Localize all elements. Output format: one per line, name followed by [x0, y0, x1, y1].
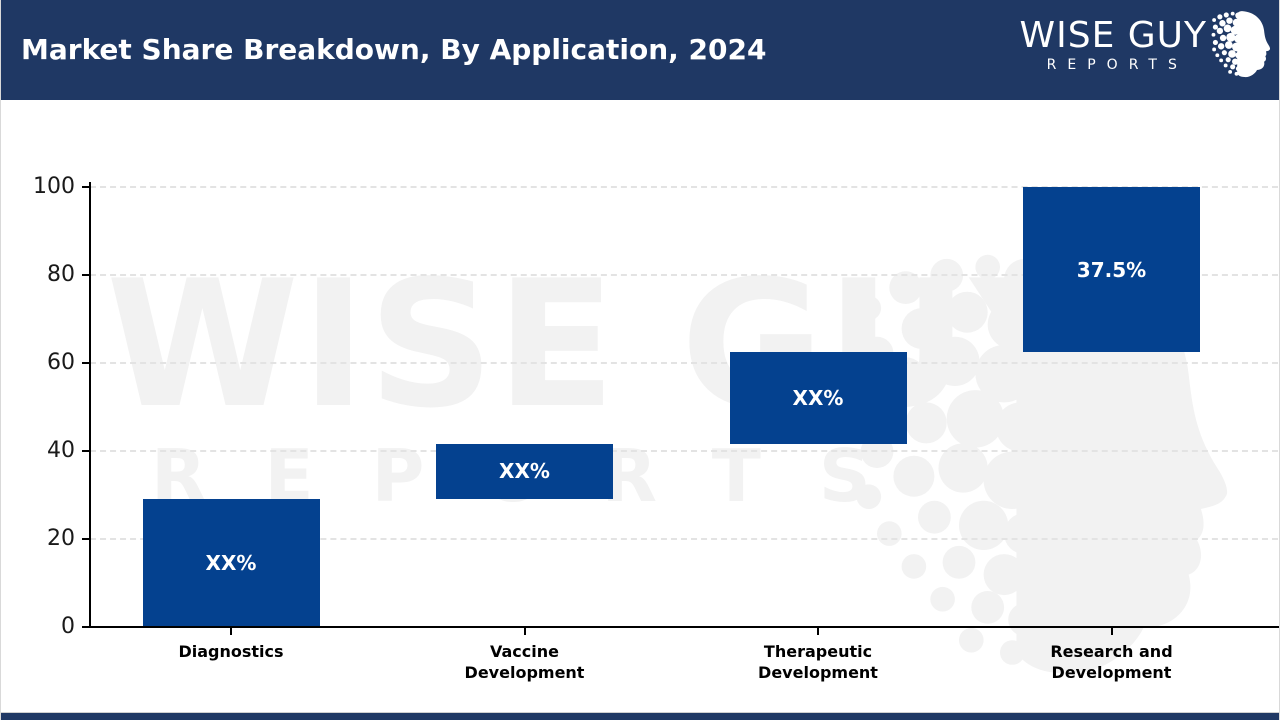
x-tick-mark [523, 628, 526, 635]
bar: XX% [436, 443, 613, 499]
dotted-face-profile-icon [1211, 11, 1271, 78]
bar-value-label: XX% [499, 459, 550, 484]
x-tick-mark [1110, 628, 1113, 635]
x-category-label: Research and Development [1050, 642, 1173, 682]
bar-value-label: 37.5% [1076, 257, 1147, 282]
x-tick-mark [230, 628, 232, 635]
y-tick-label: 100 [33, 174, 75, 199]
brand-subtitle: REPORTS [1046, 56, 1188, 73]
y-tick-label: 0 [61, 614, 75, 639]
grid-line [90, 538, 1278, 540]
x-tick-mark [817, 628, 819, 635]
y-tick-mark [82, 450, 90, 452]
grid-line [90, 450, 1278, 452]
brand-name: WISE GUY [1019, 15, 1207, 57]
grid-line [90, 274, 1278, 276]
x-category-label: Diagnostics [178, 642, 284, 661]
x-category-label: Vaccine Development [464, 642, 585, 682]
bar: XX% [142, 498, 320, 627]
footer-bar [1, 713, 1279, 720]
y-tick-label: 20 [47, 526, 75, 551]
y-tick-label: 60 [47, 350, 75, 375]
bar: XX% [729, 352, 907, 444]
y-tick-label: 80 [47, 262, 75, 287]
x-axis-line [89, 626, 1279, 628]
grid-line [90, 186, 1278, 188]
bar-value-label: XX% [792, 385, 844, 410]
bottom-hairline [1, 712, 1279, 713]
y-tick-mark [82, 186, 90, 188]
y-tick-label: 40 [47, 438, 75, 463]
brand-wordmark: WISE GUY REPORTS [1020, 17, 1208, 73]
y-tick-mark [82, 362, 90, 364]
x-category-label: Therapeutic Development [758, 642, 878, 682]
brand-logo: WISE GUY REPORTS [1020, 6, 1274, 84]
bar-value-label: XX% [205, 550, 257, 575]
header-bar: Market Share Breakdown, By Application, … [1, 0, 1279, 100]
y-axis-line [89, 182, 91, 628]
page-title: Market Share Breakdown, By Application, … [21, 33, 767, 66]
grid-line [90, 362, 1278, 364]
y-tick-mark [82, 274, 90, 276]
bar: 37.5% [1023, 187, 1200, 352]
y-tick-mark [82, 538, 90, 540]
y-tick-mark [82, 626, 90, 628]
